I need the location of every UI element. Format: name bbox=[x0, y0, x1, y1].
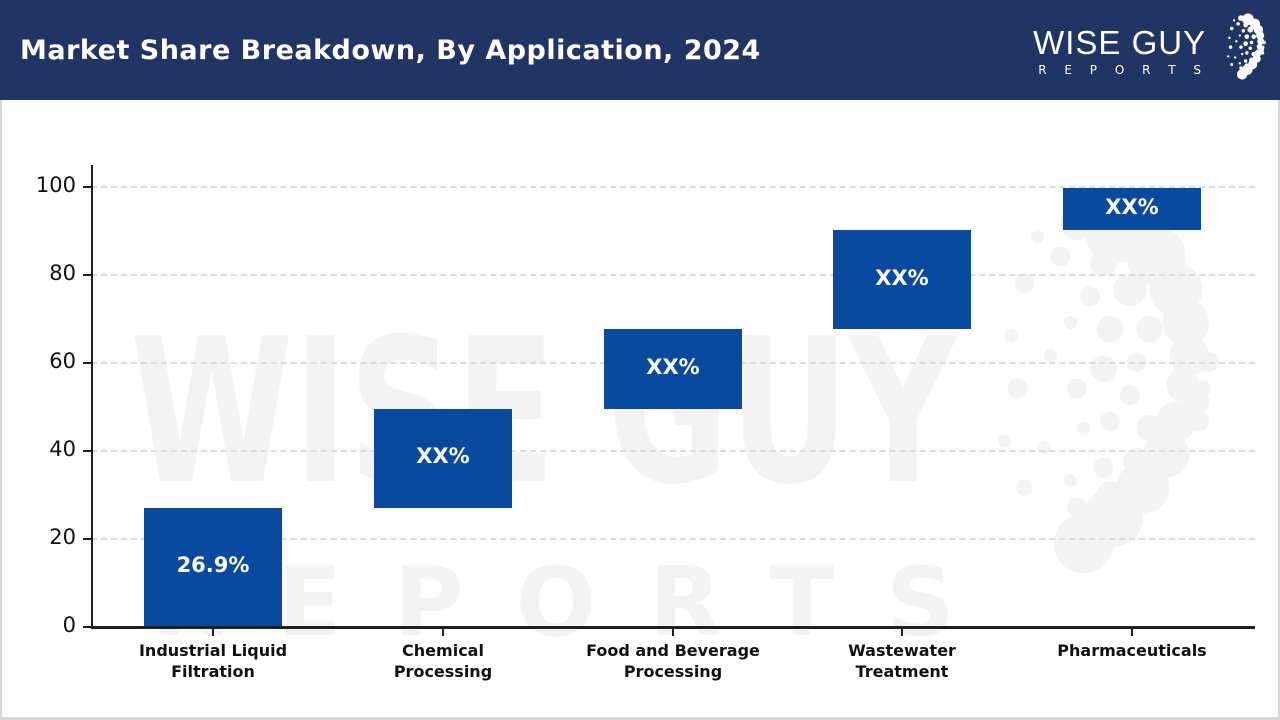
bar-value-label: XX% bbox=[416, 444, 470, 469]
category-label: Chemical Processing bbox=[393, 641, 493, 681]
category-label: Wastewater Treatment bbox=[848, 641, 956, 681]
bar-segment bbox=[604, 329, 742, 409]
gridline-40 bbox=[91, 450, 1255, 452]
x-tick-3 bbox=[901, 629, 903, 636]
gridline-80 bbox=[91, 274, 1255, 276]
x-tick-1 bbox=[442, 629, 444, 636]
wiseguy-face-icon bbox=[1227, 13, 1266, 80]
bar-segment bbox=[374, 408, 512, 508]
watermark-wiseguy-text: WISE GUY bbox=[130, 296, 957, 529]
bar-value-label: 26.9% bbox=[176, 552, 250, 577]
x-tick-0 bbox=[212, 629, 214, 636]
x-tick-4 bbox=[1131, 629, 1133, 636]
y-tick-label-40: 40 bbox=[49, 437, 76, 461]
category-label: Industrial Liquid Filtration bbox=[138, 641, 288, 681]
wiseguy-logo: WISE GUY R E P O R T S bbox=[1031, 0, 1270, 100]
y-tick-100 bbox=[83, 186, 91, 188]
x-tick-2 bbox=[672, 629, 674, 636]
y-tick-label-100: 100 bbox=[35, 173, 76, 197]
y-tick-20 bbox=[83, 538, 91, 540]
bar-segment bbox=[144, 507, 282, 626]
bar-segment bbox=[833, 230, 971, 330]
wiseguy-logo-reports-label: R E P O R T S bbox=[1038, 62, 1208, 77]
y-tick-80 bbox=[83, 274, 91, 276]
watermark-reports-text: REPORTS bbox=[152, 548, 1007, 658]
y-tick-label-0: 0 bbox=[62, 613, 76, 637]
gridline-20 bbox=[91, 538, 1255, 540]
y-tick-40 bbox=[83, 450, 91, 452]
wiseguy-logo-wordmark: WISE GUY bbox=[1033, 23, 1207, 61]
y-tick-label-20: 20 bbox=[49, 525, 76, 549]
bar-value-label: XX% bbox=[875, 265, 929, 290]
x-axis-line bbox=[91, 626, 1255, 629]
category-label: Pharmaceuticals bbox=[1057, 641, 1207, 660]
wiseguy-logo-text: WISE GUY R E P O R T S bbox=[1031, 24, 1208, 77]
category-label: Food and Beverage Processing bbox=[586, 641, 760, 681]
bar-segment bbox=[1063, 187, 1201, 231]
y-tick-60 bbox=[83, 362, 91, 364]
y-tick-0 bbox=[83, 626, 91, 628]
y-tick-label-60: 60 bbox=[49, 349, 76, 373]
gridline-100 bbox=[91, 186, 1255, 188]
header-bar: Market Share Breakdown, By Application, … bbox=[0, 0, 1280, 100]
bar-value-label: XX% bbox=[1105, 195, 1159, 220]
page-title: Market Share Breakdown, By Application, … bbox=[20, 34, 761, 66]
y-tick-label-80: 80 bbox=[49, 261, 76, 285]
y-axis-line bbox=[91, 165, 93, 628]
waterfall-chart: WISE GUY REPORTS 0 20 40 60 80 100 26.9% Indust… bbox=[0, 100, 1280, 720]
bar-value-label: XX% bbox=[646, 355, 700, 380]
